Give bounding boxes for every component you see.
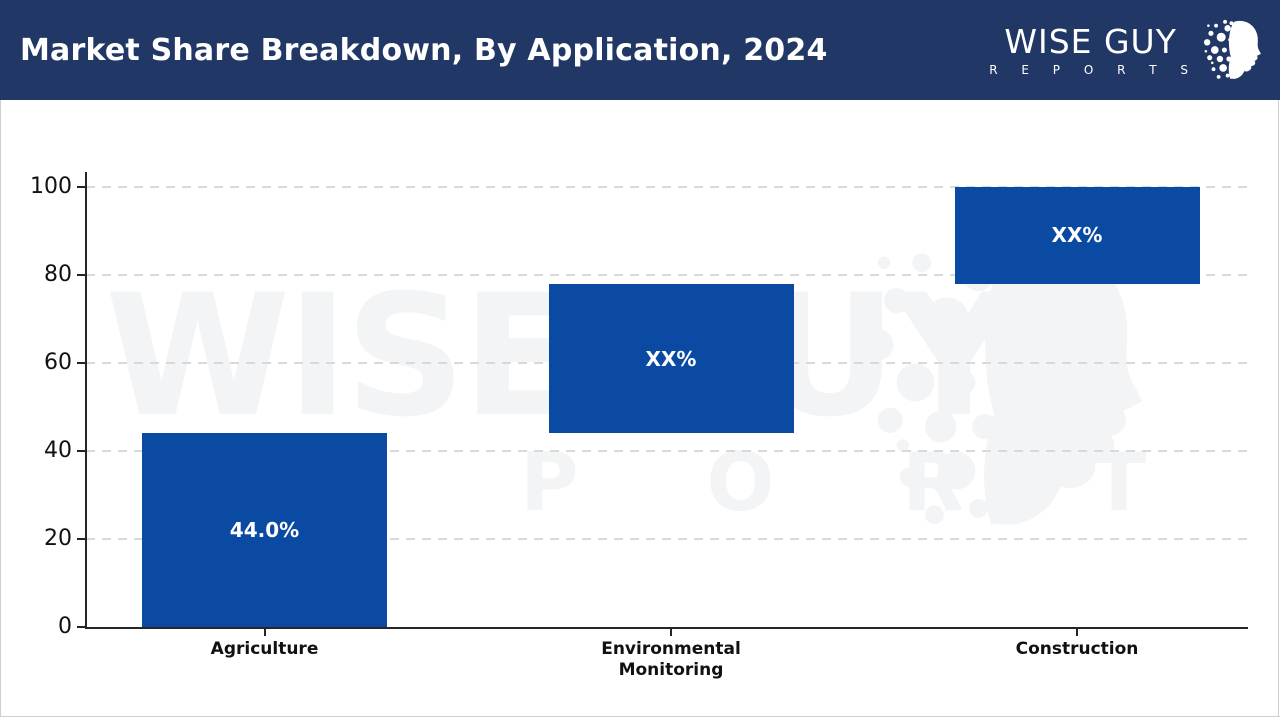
header: Market Share Breakdown, By Application, … (0, 0, 1280, 100)
x-axis (85, 627, 1248, 629)
x-tick-label: Environmental Monitoring (601, 639, 741, 681)
y-tick-mark (77, 626, 85, 628)
x-tick-mark (670, 629, 672, 636)
bar-value-label: XX% (645, 346, 697, 371)
y-tick-mark (77, 450, 85, 452)
bar-agriculture: 44.0% (142, 433, 387, 627)
bar-environmental-monitoring: XX% (548, 283, 794, 434)
y-tick-label: 0 (58, 614, 72, 639)
y-tick-label: 80 (44, 262, 72, 287)
x-tick-label: Construction (1015, 639, 1139, 659)
y-tick-label: 60 (44, 350, 72, 375)
y-axis (85, 172, 87, 629)
logo-wordmark: WISE GUY (1004, 21, 1177, 61)
bar-construction: XX% (954, 187, 1200, 284)
page-border-bottom (0, 716, 1280, 717)
bar-value-label: 44.0% (229, 518, 300, 543)
y-tick-mark (77, 362, 85, 364)
gridline-100 (86, 186, 1248, 188)
page-title: Market Share Breakdown, By Application, … (20, 32, 828, 68)
wiseguy-head-logo-icon (1202, 10, 1266, 90)
gridline-40 (86, 450, 1248, 452)
y-tick-mark (77, 186, 85, 188)
wiseguy-logo-text: WISE GUY R E P O R T S (983, 25, 1198, 76)
page-border-left (0, 100, 1, 717)
bar-value-label: XX% (1051, 223, 1103, 248)
gridline-20 (86, 538, 1248, 540)
y-tick-label: 20 (44, 526, 72, 551)
y-tick-label: 100 (30, 174, 72, 199)
gridline-80 (86, 274, 1248, 276)
logo-subtitle: R E P O R T S (989, 62, 1198, 77)
wiseguy-logo: WISE GUY R E P O R T S (983, 10, 1266, 90)
y-tick-mark (77, 538, 85, 540)
page-border-right (1278, 100, 1279, 717)
x-tick-label: Agriculture (210, 639, 319, 659)
y-tick-mark (77, 274, 85, 276)
x-tick-mark (263, 629, 266, 636)
x-tick-mark (1076, 629, 1078, 636)
y-tick-label: 40 (44, 438, 72, 463)
